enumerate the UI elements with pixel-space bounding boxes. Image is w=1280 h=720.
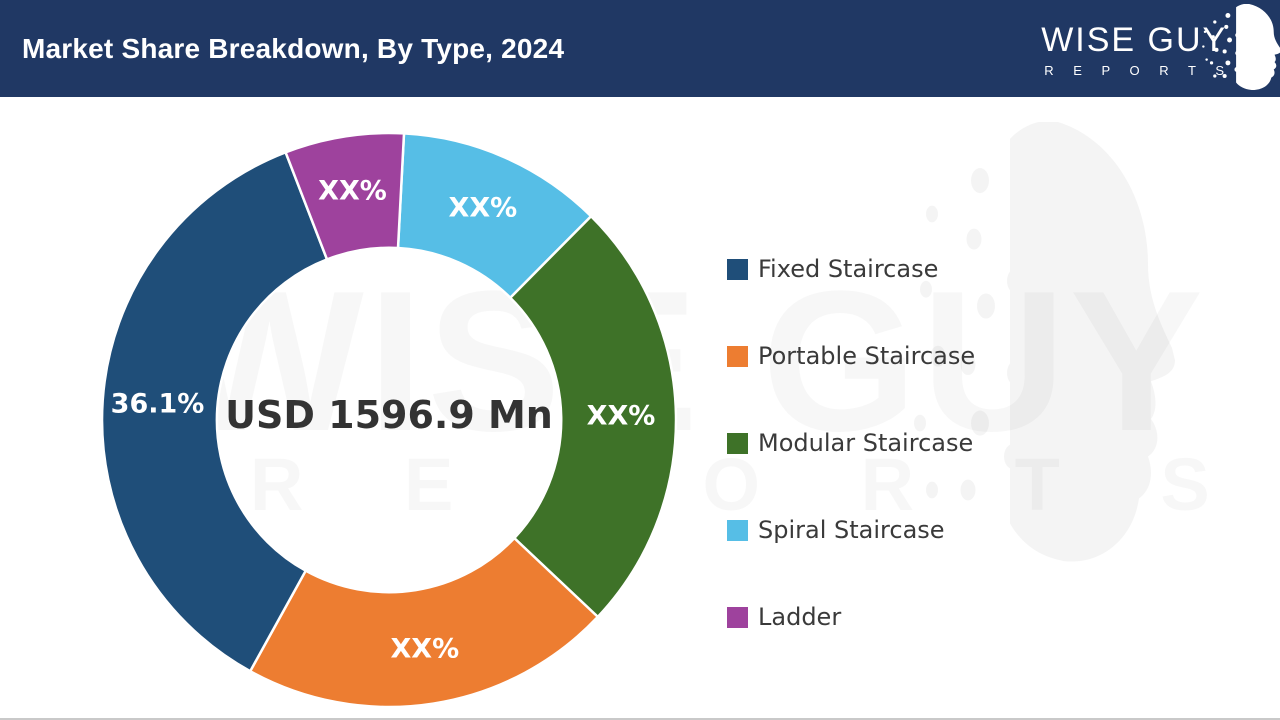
donut-chart: XX% XX% XX% 36.1% XX% bbox=[100, 131, 678, 709]
legend-label: Portable Staircase bbox=[758, 342, 976, 370]
fixed-staircase-slice[interactable] bbox=[100, 151, 329, 673]
legend-label: Spiral Staircase bbox=[758, 516, 945, 544]
legend-item-ladder[interactable]: Ladder bbox=[727, 603, 975, 631]
logo-head-icon bbox=[1202, 4, 1280, 90]
header-bar: Market Share Breakdown, By Type, 2024 WI… bbox=[0, 0, 1280, 97]
legend-item-portable-staircase[interactable]: Portable Staircase bbox=[727, 342, 975, 370]
legend-item-fixed-staircase[interactable]: Fixed Staircase bbox=[727, 255, 975, 283]
legend-swatch-modular-staircase bbox=[727, 432, 748, 454]
watermark-wordmark: WISE GUY bbox=[175, 247, 1207, 477]
chart-area: WISE GUY R E P O R T S XX%XX%XX%36.1%XX%… bbox=[0, 97, 1280, 720]
logo-text: WISE GUY R E P O R T S bbox=[1041, 21, 1232, 78]
watermark-subtitle: R E P O R T S bbox=[250, 442, 1250, 527]
donut-center-value: USD 1596.9 Mn bbox=[225, 393, 553, 437]
modular-staircase-value-label: XX% bbox=[587, 401, 656, 432]
legend-swatch-ladder bbox=[727, 606, 748, 628]
logo-subtitle: R E P O R T S bbox=[1044, 62, 1232, 78]
ladder-slice[interactable] bbox=[284, 131, 406, 261]
chart-legend: Fixed Staircase Portable Staircase Modul… bbox=[727, 255, 975, 631]
page-title: Market Share Breakdown, By Type, 2024 bbox=[22, 32, 565, 64]
modular-staircase-slice[interactable] bbox=[509, 214, 678, 619]
legend-label: Modular Staircase bbox=[758, 429, 974, 457]
legend-label: Ladder bbox=[758, 603, 842, 631]
legend-item-modular-staircase[interactable]: Modular Staircase bbox=[727, 429, 975, 457]
legend-swatch-spiral-staircase bbox=[727, 519, 748, 541]
legend-swatch-fixed-staircase bbox=[727, 258, 748, 280]
portable-staircase-slice[interactable] bbox=[248, 536, 600, 709]
portable-staircase-value-label: XX% bbox=[390, 634, 459, 665]
ladder-value-label: XX% bbox=[318, 175, 387, 206]
watermark-head-icon bbox=[914, 122, 1175, 562]
wise-guy-reports-logo: WISE GUY R E P O R T S bbox=[1029, 4, 1280, 94]
fixed-staircase-value-label: 36.1% bbox=[111, 389, 205, 420]
legend-swatch-portable-staircase bbox=[727, 345, 748, 367]
logo-wordmark: WISE GUY bbox=[1041, 20, 1228, 59]
spiral-staircase-value-label: XX% bbox=[449, 192, 518, 223]
legend-item-spiral-staircase[interactable]: Spiral Staircase bbox=[727, 516, 975, 544]
legend-label: Fixed Staircase bbox=[758, 255, 939, 283]
